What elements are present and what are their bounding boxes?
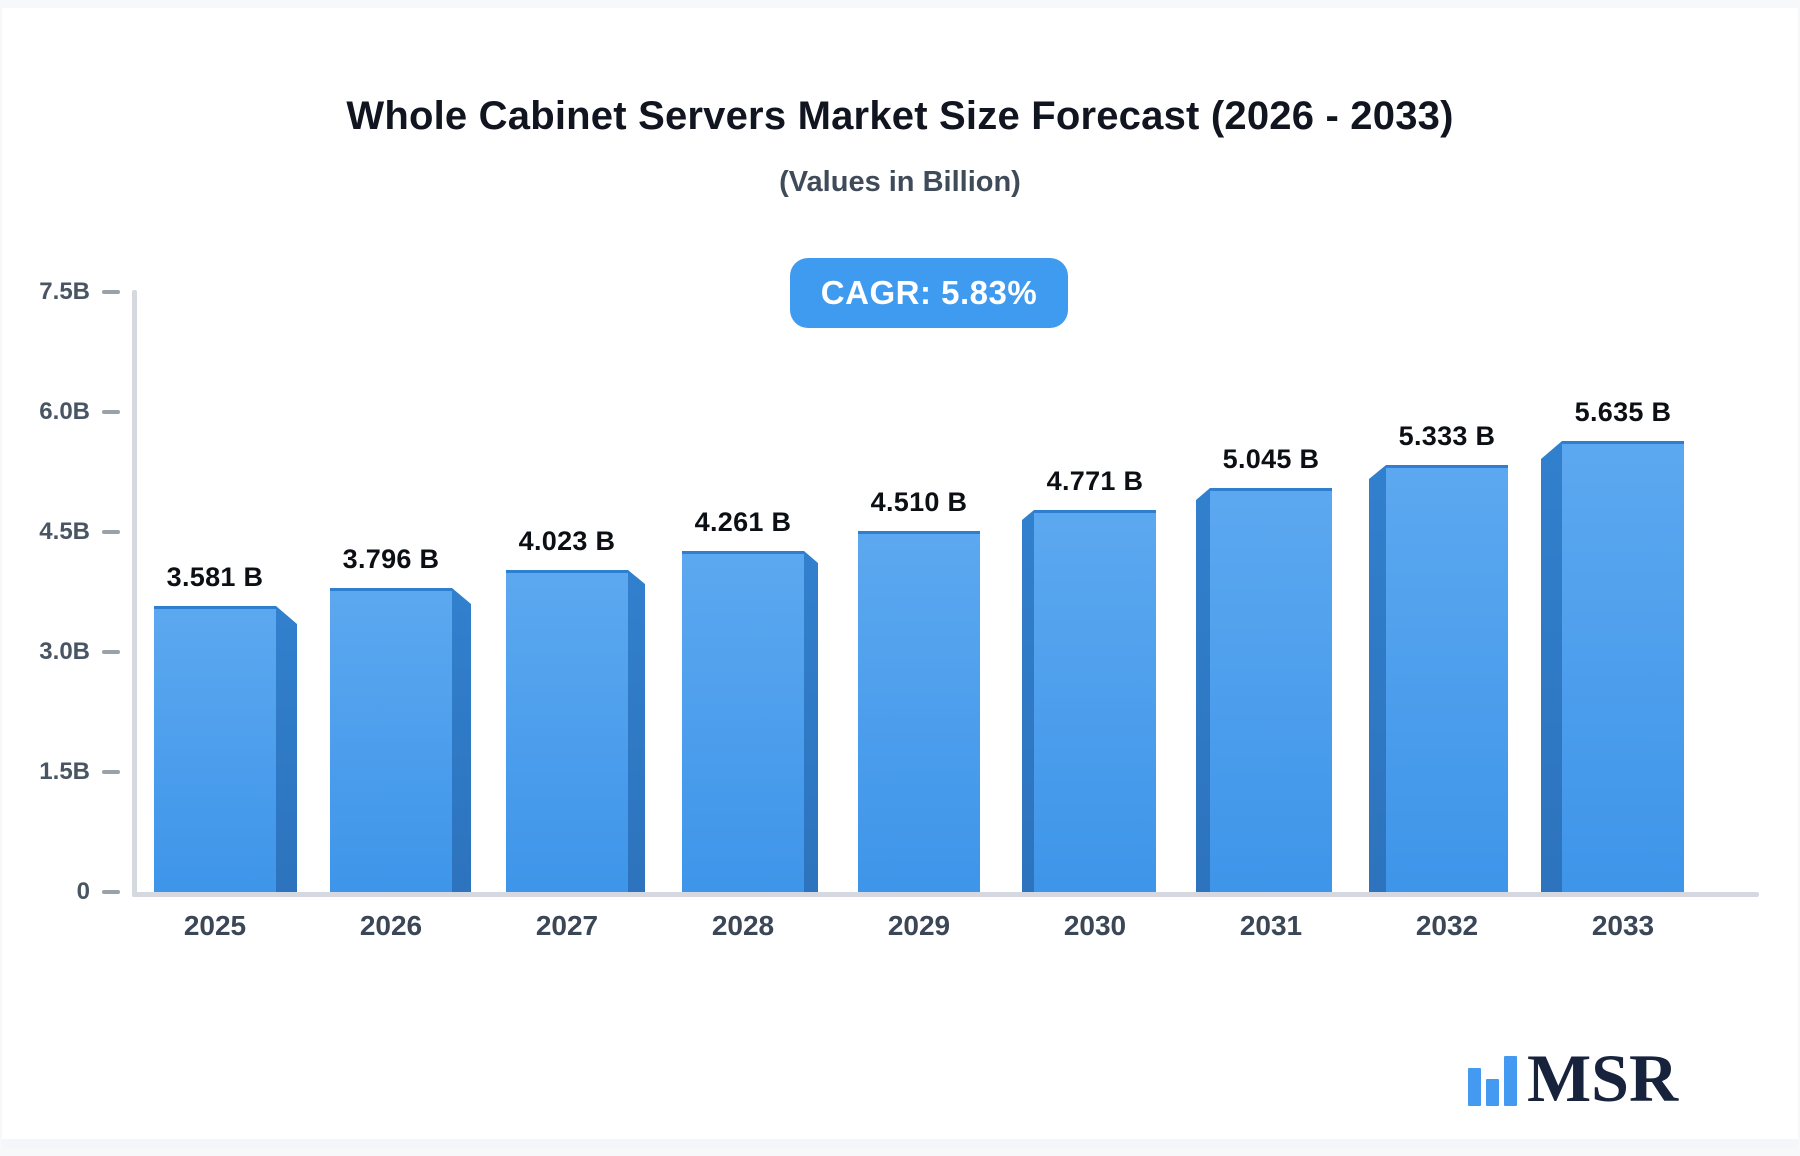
y-axis-tick-dash	[102, 290, 120, 294]
bar	[1210, 488, 1332, 892]
top-edge-strip	[2, 4, 1798, 8]
x-axis-label: 2033	[1591, 910, 1655, 941]
bar	[1386, 465, 1508, 892]
y-axis-line	[132, 290, 137, 897]
x-axis-label: 2027	[535, 910, 599, 941]
x-axis-label: 2029	[887, 910, 951, 941]
cagr-badge-label: CAGR: 5.83%	[820, 274, 1038, 311]
bar	[1562, 441, 1684, 892]
bar	[682, 551, 804, 892]
bar-value-label: 5.045 B	[1222, 444, 1320, 474]
chart-subtitle: (Values in Billion)	[779, 166, 1021, 198]
bar-3d-side-face	[452, 588, 471, 892]
logo-bars-icon	[1468, 1056, 1517, 1106]
x-axis-label: 2032	[1415, 910, 1479, 941]
bar-value-label: 3.581 B	[166, 562, 264, 592]
y-axis-tick-label: 7.5B	[39, 278, 90, 305]
bar-3d-side-face	[1022, 510, 1034, 892]
bar-value-label: 5.333 B	[1398, 421, 1496, 451]
y-axis-tick-dash	[102, 890, 120, 894]
bar-value-label: 4.261 B	[694, 507, 792, 537]
cagr-badge: CAGR: 5.83%	[790, 258, 1068, 328]
y-axis-tick-label: 1.5B	[39, 758, 90, 785]
y-axis-tick-label: 6.0B	[39, 398, 90, 425]
bar-3d-side-face	[1369, 465, 1386, 892]
chart-title: Whole Cabinet Servers Market Size Foreca…	[346, 94, 1454, 138]
x-axis-label: 2025	[183, 910, 247, 941]
y-axis-tick-label: 3.0B	[39, 638, 90, 665]
bar-3d-side-face	[276, 606, 297, 892]
bar-value-label: 3.796 B	[342, 544, 440, 574]
x-axis-label: 2030	[1063, 910, 1127, 941]
bar-3d-side-face	[1196, 488, 1210, 892]
bar	[858, 531, 980, 892]
chart-canvas: Whole Cabinet Servers Market Size Foreca…	[2, 4, 1798, 1148]
bar-value-label: 4.510 B	[870, 487, 968, 517]
y-axis-tick-dash	[102, 410, 120, 414]
x-axis-line	[132, 892, 1759, 897]
bar-3d-side-face	[1541, 441, 1562, 892]
bar-value-label: 4.771 B	[1046, 466, 1144, 496]
bar-3d-side-face	[804, 551, 818, 892]
bottom-edge-strip	[2, 1139, 1798, 1148]
x-axis-label: 2031	[1239, 910, 1303, 941]
bar	[330, 588, 452, 892]
bar-3d-side-face	[628, 570, 645, 892]
bar	[154, 606, 276, 892]
y-axis-tick-dash	[102, 770, 120, 774]
bar-value-label: 4.023 B	[518, 526, 616, 556]
x-axis-label: 2026	[359, 910, 423, 941]
bar	[506, 570, 628, 892]
bar-value-label: 5.635 B	[1574, 397, 1672, 427]
bar	[1034, 510, 1156, 892]
msr-logo: MSR	[1468, 1040, 1679, 1116]
x-axis-label: 2028	[711, 910, 775, 941]
y-axis-tick-label: 4.5B	[39, 518, 90, 545]
logo-text: MSR	[1527, 1040, 1679, 1116]
y-axis-tick-dash	[102, 650, 120, 654]
y-axis-tick-label: 0	[76, 878, 90, 905]
y-axis-tick-dash	[102, 530, 120, 534]
